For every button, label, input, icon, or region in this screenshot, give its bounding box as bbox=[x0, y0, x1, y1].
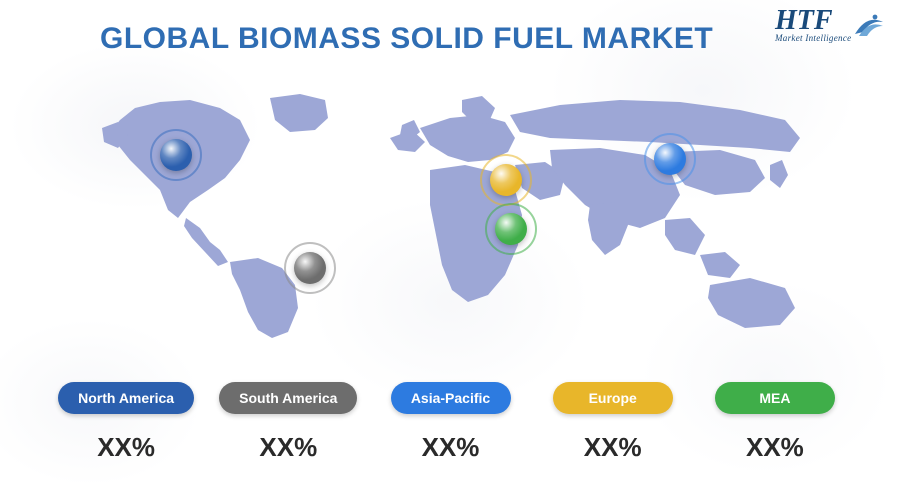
region-europe: Europe XX% bbox=[537, 382, 689, 463]
region-asia-pacific: Asia-Pacific XX% bbox=[374, 382, 526, 463]
region-north-america: North America XX% bbox=[50, 382, 202, 463]
world-map bbox=[90, 90, 810, 340]
htf-logo: HTF Market Intelligence bbox=[775, 8, 885, 60]
value-mea: XX% bbox=[746, 432, 804, 463]
pill-europe: Europe bbox=[553, 382, 673, 414]
logo-swoosh-icon bbox=[853, 10, 885, 42]
region-south-america: South America XX% bbox=[212, 382, 364, 463]
marker-mea bbox=[491, 209, 531, 249]
chart-title: GLOBAL BIOMASS SOLID FUEL MARKET bbox=[100, 22, 713, 56]
pill-south-america: South America bbox=[219, 382, 357, 414]
value-asia-pacific: XX% bbox=[422, 432, 480, 463]
pill-mea: MEA bbox=[715, 382, 835, 414]
world-map-svg bbox=[90, 90, 810, 340]
marker-north-america bbox=[156, 135, 196, 175]
value-south-america: XX% bbox=[259, 432, 317, 463]
marker-europe bbox=[486, 160, 526, 200]
regions-row: North America XX% South America XX% Asia… bbox=[50, 382, 851, 463]
region-mea: MEA XX% bbox=[699, 382, 851, 463]
value-north-america: XX% bbox=[97, 432, 155, 463]
value-europe: XX% bbox=[584, 432, 642, 463]
pill-north-america: North America bbox=[58, 382, 194, 414]
marker-south-america bbox=[290, 248, 330, 288]
marker-asia-pacific bbox=[650, 139, 690, 179]
pill-asia-pacific: Asia-Pacific bbox=[391, 382, 511, 414]
